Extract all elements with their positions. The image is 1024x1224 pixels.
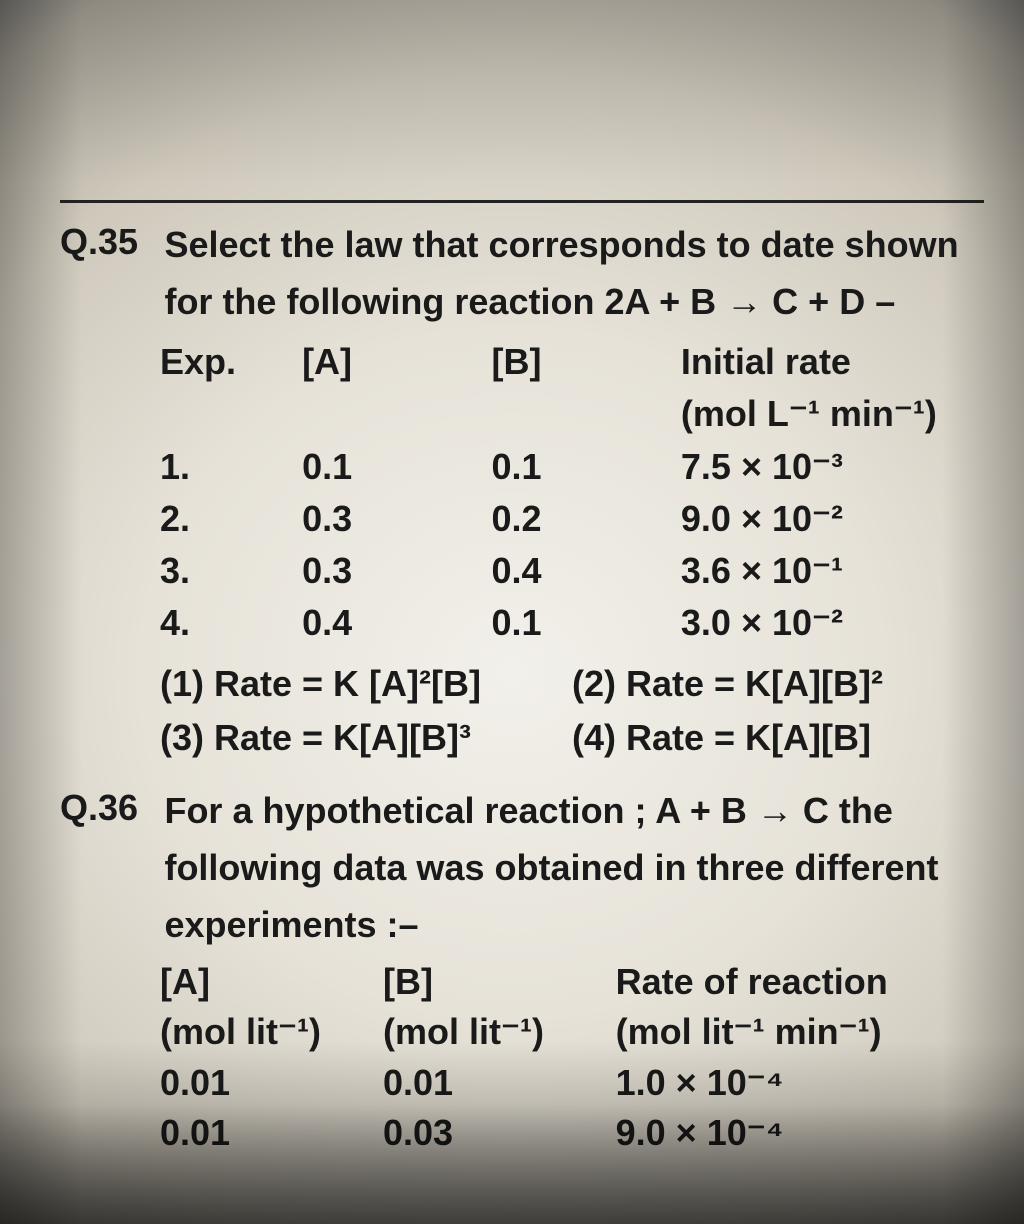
option-3: (3) Rate = K[A][B]³ <box>160 711 572 765</box>
option-1: (1) Rate = K [A]²[B] <box>160 657 572 711</box>
q36-prompt-line1: For a hypothetical reaction ; A + B → C … <box>164 787 978 836</box>
hdr2-rate-top: Rate of reaction <box>616 957 984 1007</box>
option-4: (4) Rate = K[A][B] <box>572 711 984 765</box>
opt-row-2: (3) Rate = K[A][B]³ (4) Rate = K[A][B] <box>160 711 984 765</box>
hdr-exp: Exp. <box>160 336 302 388</box>
hdr2-rate-bot: (mol lit⁻¹ min⁻¹) <box>616 1007 984 1057</box>
q35-table-header-sub: (mol L⁻¹ min⁻¹) <box>160 388 984 440</box>
q36-prompt-line3: experiments :– <box>164 901 978 950</box>
hdr2-b-bot: (mol lit⁻¹) <box>383 1007 616 1057</box>
table-row: 1. 0.1 0.1 7.5 × 10⁻³ <box>160 441 984 493</box>
q35-row1: Q.35 Select the law that corresponds to … <box>60 221 984 270</box>
q35-prompt-line2: for the following reaction 2A + B → C + … <box>164 278 978 327</box>
page: Q.35 Select the law that corresponds to … <box>0 0 1024 1224</box>
hdr2-b-top: [B] <box>383 957 616 1007</box>
option-2: (2) Rate = K[A][B]² <box>572 657 984 711</box>
top-rule <box>60 200 984 203</box>
table-row: 0.01 0.01 1.0 × 10⁻⁴ <box>160 1058 984 1108</box>
table-row: 2. 0.3 0.2 9.0 × 10⁻² <box>160 493 984 545</box>
q36-table-header-top: [A] [B] Rate of reaction <box>160 957 984 1007</box>
q35-number: Q.35 <box>60 221 160 263</box>
table-row: 3. 0.3 0.4 3.6 × 10⁻¹ <box>160 545 984 597</box>
hdr-rate-bot: (mol L⁻¹ min⁻¹) <box>681 388 984 440</box>
q36-prompt-line2: following data was obtained in three dif… <box>164 844 978 893</box>
q35-row2: for the following reaction 2A + B → C + … <box>60 278 984 327</box>
hdr2-a-bot: (mol lit⁻¹) <box>160 1007 383 1057</box>
q36-table-header-bot: (mol lit⁻¹) (mol lit⁻¹) (mol lit⁻¹ min⁻¹… <box>160 1007 984 1057</box>
hdr-b: [B] <box>491 336 680 388</box>
q35-options: (1) Rate = K [A]²[B] (2) Rate = K[A][B]²… <box>160 657 984 765</box>
q35-prompt-line1: Select the law that corresponds to date … <box>164 221 978 270</box>
hdr2-a-top: [A] <box>160 957 383 1007</box>
hdr-rate-top: Initial rate <box>681 336 984 388</box>
q36-number: Q.36 <box>60 787 160 829</box>
q36-table: [A] [B] Rate of reaction (mol lit⁻¹) (mo… <box>160 957 984 1159</box>
table-row: 0.01 0.03 9.0 × 10⁻⁴ <box>160 1108 984 1158</box>
q35-table-header: Exp. [A] [B] Initial rate <box>160 336 984 388</box>
q36-block: Q.36 For a hypothetical reaction ; A + B… <box>60 787 984 1158</box>
table-row: 4. 0.4 0.1 3.0 × 10⁻² <box>160 597 984 649</box>
q36-row1: Q.36 For a hypothetical reaction ; A + B… <box>60 787 984 836</box>
hdr-a: [A] <box>302 336 491 388</box>
q35-table: Exp. [A] [B] Initial rate (mol L⁻¹ min⁻¹… <box>160 336 984 649</box>
opt-row-1: (1) Rate = K [A]²[B] (2) Rate = K[A][B]² <box>160 657 984 711</box>
q36-row3: experiments :– <box>60 901 984 950</box>
content: Q.35 Select the law that corresponds to … <box>60 200 984 1159</box>
q36-row2: following data was obtained in three dif… <box>60 844 984 893</box>
